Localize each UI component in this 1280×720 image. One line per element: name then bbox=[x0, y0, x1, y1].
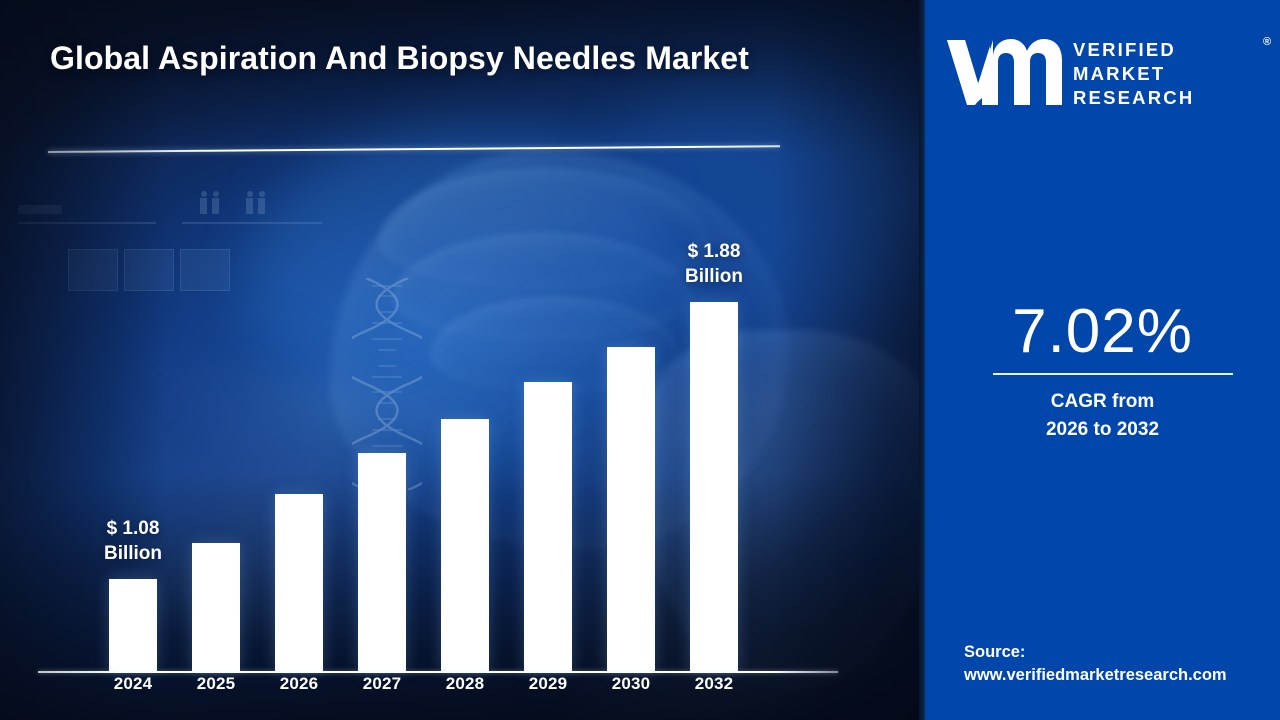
bar-chart: $ 1.08 Billion $ 1.88 Billion 2024 2025 2026 2… bbox=[38, 240, 838, 693]
bar-value-label: $ 1.08 Billion bbox=[58, 517, 208, 566]
bar bbox=[607, 347, 655, 671]
page-title: Global Aspiration And Biopsy Needles Mar… bbox=[50, 40, 749, 76]
panel-divider bbox=[919, 0, 925, 720]
x-axis-label: 2025 bbox=[196, 674, 236, 693]
x-axis-line bbox=[38, 671, 838, 673]
vmr-monogram-icon bbox=[947, 39, 1062, 105]
x-axis-label: 2030 bbox=[611, 674, 651, 693]
cagr-value: 7.02% bbox=[1012, 297, 1193, 366]
bar bbox=[192, 543, 240, 671]
bar bbox=[275, 494, 323, 671]
logo-wordmark: VERIFIED MARKET RESEARCH bbox=[1073, 38, 1263, 110]
bar bbox=[109, 579, 157, 671]
cagr-caption-line2: 2026 to 2032 bbox=[1045, 418, 1160, 440]
logo-line-verified: VERIFIED bbox=[1073, 39, 1176, 60]
x-axis-label: 2029 bbox=[528, 674, 568, 693]
bar-value-label: $ 1.88 Billion bbox=[639, 240, 789, 289]
verified-market-research-logo: VERIFIED MARKET RESEARCH ® bbox=[945, 30, 1271, 116]
registered-trademark-icon: ® bbox=[1263, 36, 1272, 48]
bar bbox=[524, 382, 572, 671]
bar bbox=[358, 453, 406, 671]
bar bbox=[441, 419, 489, 671]
cagr-divider bbox=[993, 373, 1233, 375]
x-axis-label: 2027 bbox=[362, 674, 402, 693]
bar-value-unit: Billion bbox=[684, 265, 744, 287]
chart-panel: Global Aspiration And Biopsy Needles Mar… bbox=[0, 0, 921, 720]
logo-line-market: MARKET bbox=[1073, 63, 1166, 85]
source-label: Source: bbox=[964, 643, 1026, 661]
x-axis-label: 2032 bbox=[694, 674, 734, 693]
logo-line-research: RESEARCH bbox=[1073, 87, 1195, 109]
cagr-caption-line1: CAGR from bbox=[1050, 391, 1155, 412]
brand-panel: VERIFIED MARKET RESEARCH ® 7.02% CAGR fr… bbox=[925, 0, 1280, 720]
x-axis-label: 2028 bbox=[445, 674, 485, 693]
source-block: Source: www.verifiedmarketresearch.com bbox=[964, 641, 1280, 688]
source-url[interactable]: www.verifiedmarketresearch.com bbox=[964, 666, 1227, 685]
bar bbox=[690, 302, 738, 671]
bar-value-amount: $ 1.08 bbox=[106, 518, 160, 539]
bar-value-unit: Billion bbox=[103, 542, 163, 564]
bar-value-amount: $ 1.88 bbox=[687, 241, 741, 262]
cagr-caption: CAGR from 2026 to 2032 bbox=[925, 388, 1280, 443]
x-axis-label: 2026 bbox=[279, 674, 319, 693]
x-axis-label: 2024 bbox=[113, 674, 153, 693]
